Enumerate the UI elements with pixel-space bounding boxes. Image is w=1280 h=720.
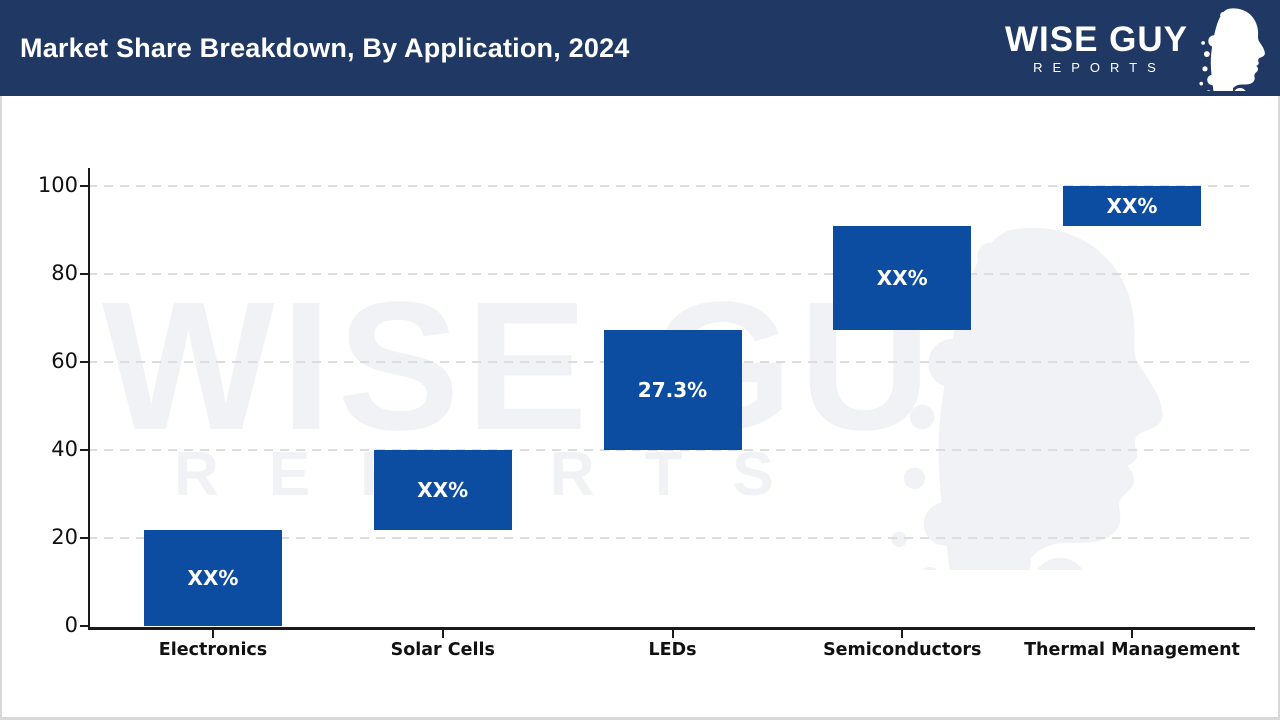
y-axis-tick	[80, 185, 88, 187]
brand-subtitle: REPORTS	[1033, 59, 1166, 75]
brand-logo: WISE GUY REPORTS	[1005, 6, 1266, 91]
y-tick-label: 20	[51, 525, 78, 549]
gridline	[88, 537, 1255, 539]
plot-region: 0 20 40 60 80 100 XX% Electronics XX% Solar Cells…	[2, 96, 1280, 717]
chart-area: WISE GUY REPORTS 020406080100XX%Electron…	[0, 96, 1280, 720]
brand-name: WISE GUY	[1004, 19, 1188, 59]
x-axis-tick	[1131, 630, 1133, 638]
y-tick-label: 60	[51, 349, 78, 373]
bar-value-label: XX%	[417, 478, 469, 503]
gridline	[88, 273, 1255, 275]
bar-value-label: XX%	[187, 566, 239, 591]
brand-face-icon	[1199, 7, 1265, 91]
x-tick-label: Semiconductors	[823, 640, 982, 660]
gridline	[88, 185, 1255, 187]
bar-value-label: XX%	[1106, 194, 1158, 219]
bar-semiconductors: XX%	[833, 226, 972, 330]
bar-leds: 27.3%	[603, 329, 742, 450]
y-tick-label: 80	[51, 261, 78, 285]
x-axis-tick	[441, 630, 444, 638]
gridline	[88, 449, 1255, 451]
x-axis-tick	[212, 630, 214, 638]
x-axis-tick	[671, 630, 674, 638]
bar-value-label: XX%	[876, 265, 928, 290]
y-axis-tick	[80, 273, 88, 275]
bar-thermal-management: XX%	[1063, 186, 1201, 227]
y-axis-tick	[80, 449, 88, 451]
x-tick-label: Electronics	[158, 640, 268, 660]
bar-value-label: 27.3%	[637, 377, 708, 402]
x-axis-line	[88, 627, 1255, 630]
x-tick-label: LEDs	[648, 640, 697, 660]
y-axis-line	[88, 168, 90, 630]
brand-logo-text: WISE GUY REPORTS	[1005, 22, 1188, 75]
x-tick-label: Solar Cells	[390, 640, 495, 660]
y-axis-tick	[80, 537, 88, 539]
x-axis-tick	[901, 630, 904, 638]
x-tick-label: Thermal Management	[1024, 640, 1240, 660]
y-axis-tick	[80, 361, 88, 363]
y-tick-label: 100	[37, 173, 78, 197]
y-tick-label: 0	[64, 613, 78, 637]
y-tick-label: 40	[51, 437, 78, 461]
bar-solar-cells: XX%	[373, 450, 512, 531]
header-bar: Market Share Breakdown, By Application, …	[0, 0, 1280, 96]
y-axis-tick	[80, 625, 88, 627]
page-title: Market Share Breakdown, By Application, …	[20, 32, 630, 63]
bar-electronics: XX%	[144, 530, 282, 626]
